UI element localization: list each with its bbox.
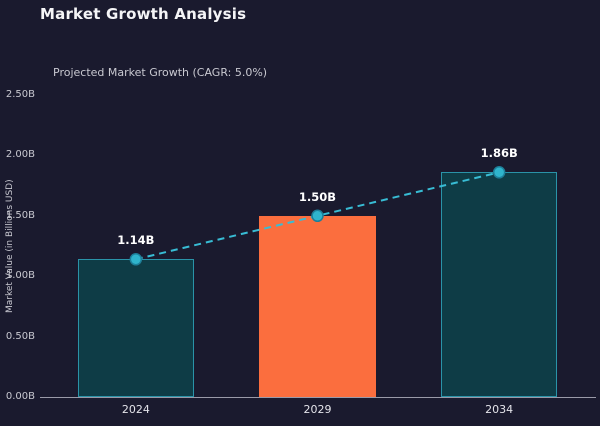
bar-value-label: 1.86B bbox=[480, 146, 518, 161]
x-tick-label: 2034 bbox=[485, 403, 514, 416]
y-tick-label: 2.50B bbox=[5, 89, 35, 100]
x-axis-tick-labels: 2024 2029 2034 bbox=[45, 403, 590, 419]
y-tick-label: 1.00B bbox=[5, 270, 35, 282]
x-tick-label: 2024 bbox=[121, 403, 150, 416]
x-axis-line bbox=[40, 397, 596, 398]
bar-value-label: 1.50B bbox=[298, 189, 337, 204]
chart-title: Market Growth Analysis bbox=[40, 5, 247, 23]
bar-2024 bbox=[77, 259, 194, 397]
bar-value-label: 1.14B bbox=[117, 233, 155, 248]
y-tick-label: 1.50B bbox=[5, 209, 35, 221]
x-tick-label: 2029 bbox=[303, 403, 332, 416]
y-tick-label: 2.00B bbox=[5, 149, 35, 161]
y-tick-label: 0.50B bbox=[5, 330, 35, 342]
chart-subtitle: Projected Market Growth (CAGR: 5.0%) bbox=[53, 66, 268, 79]
y-axis-tick-labels: 0.00B 0.50B 1.00B 1.50B 2.00B 2.50B bbox=[0, 89, 38, 402]
y-tick-label: 0.00B bbox=[5, 391, 35, 402]
value-labels-layer: 1.14B 1.50B 1.86B bbox=[45, 95, 590, 397]
plot-area: 1.14B 1.50B 1.86B bbox=[45, 95, 590, 397]
